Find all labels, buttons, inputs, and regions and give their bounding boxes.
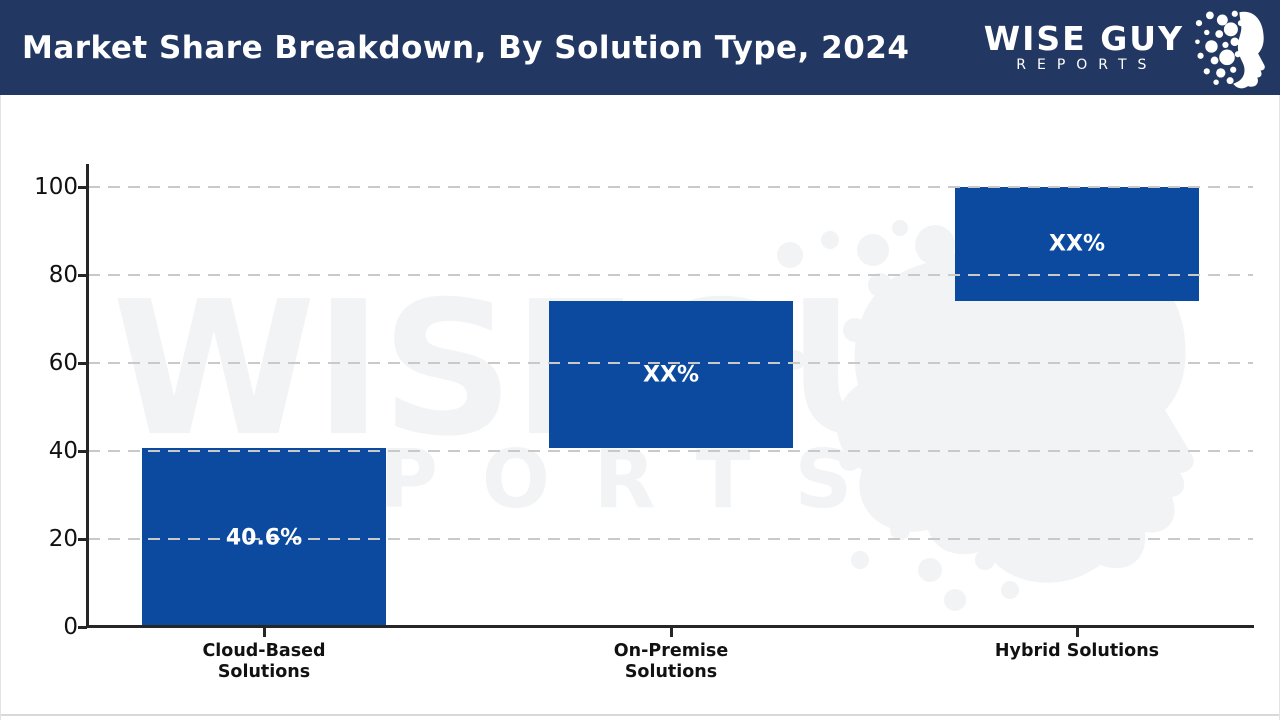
header-bar: Market Share Breakdown, By Solution Type…	[0, 0, 1280, 95]
bar-cloud-based-solutions	[142, 448, 386, 627]
gridline-80	[88, 274, 1253, 276]
gridline-20	[88, 538, 1253, 540]
y-tick-label-80: 80	[48, 262, 78, 288]
y-axis-tick	[78, 538, 87, 541]
x-axis-tick	[670, 628, 673, 637]
gridline-60	[88, 362, 1253, 364]
chart-title: Market Share Breakdown, By Solution Type…	[22, 29, 910, 66]
bar-on-premise-solutions	[549, 301, 793, 449]
bottom-border-line	[0, 714, 1280, 716]
bar-value-label: XX%	[643, 362, 699, 388]
y-tick-label-100: 100	[34, 174, 78, 200]
y-tick-label-40: 40	[48, 438, 78, 464]
y-axis-tick	[78, 186, 87, 189]
y-axis-line	[86, 164, 89, 627]
y-axis-tick	[78, 450, 87, 453]
y-axis-tick	[78, 362, 87, 365]
left-border-line	[0, 95, 1, 720]
bar-value-label: XX%	[1049, 231, 1105, 257]
x-category-label-hybrid: Hybrid Solutions	[994, 641, 1160, 661]
logo-head-dots-icon	[1195, 10, 1265, 88]
x-category-label-cloud-based: Cloud-Based Solutions	[202, 641, 326, 682]
logo-subtitle: REPORTS	[1016, 56, 1158, 73]
wiseguy-logo: WISE GUY REPORTS	[984, 6, 1280, 90]
logo-wordmark: WISE GUY	[983, 18, 1184, 58]
y-axis-tick	[78, 626, 87, 629]
y-tick-label-60: 60	[48, 350, 78, 376]
x-axis-tick	[263, 628, 266, 637]
gridline-100	[88, 186, 1253, 188]
y-tick-label-0: 0	[63, 614, 78, 640]
y-axis-tick	[78, 274, 87, 277]
x-axis-line	[86, 625, 1254, 628]
x-axis-tick	[1076, 628, 1079, 637]
y-tick-label-20: 20	[48, 526, 78, 552]
bar-value-label: 40.6%	[225, 525, 303, 551]
gridline-40	[88, 450, 1253, 452]
x-category-label-on-premise: On-Premise Solutions	[613, 641, 729, 682]
